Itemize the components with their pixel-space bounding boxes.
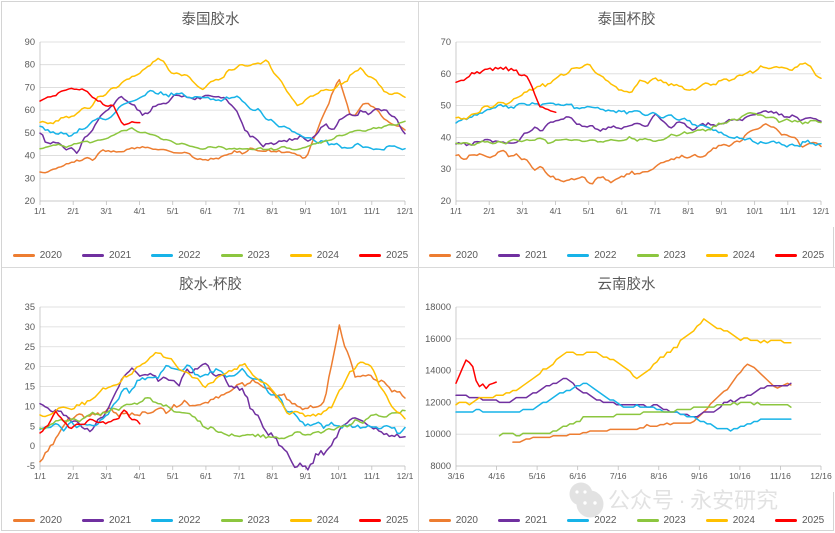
svg-text:胶水-杯胶: 胶水-杯胶 [179, 276, 242, 293]
svg-text:10/1: 10/1 [330, 471, 347, 481]
svg-text:1/1: 1/1 [34, 206, 46, 216]
svg-text:5/16: 5/16 [529, 471, 546, 481]
svg-text:60: 60 [25, 105, 35, 115]
svg-text:50: 50 [441, 101, 451, 111]
svg-text:-5: -5 [27, 461, 35, 471]
svg-text:9/1: 9/1 [299, 206, 311, 216]
svg-text:16000: 16000 [425, 334, 451, 344]
svg-text:11/1: 11/1 [780, 206, 796, 216]
svg-text:8/1: 8/1 [266, 471, 278, 481]
svg-text:1/1: 1/1 [450, 206, 462, 216]
svg-text:3/1: 3/1 [100, 206, 112, 216]
svg-text:40: 40 [25, 151, 35, 161]
svg-text:10/1: 10/1 [746, 206, 763, 216]
svg-text:14000: 14000 [425, 366, 451, 376]
svg-text:8/1: 8/1 [682, 206, 694, 216]
svg-text:12/1: 12/1 [397, 471, 414, 481]
svg-text:12/1: 12/1 [813, 206, 830, 216]
svg-text:10: 10 [25, 401, 35, 411]
svg-text:9/16: 9/16 [691, 471, 708, 481]
svg-text:7/1: 7/1 [233, 471, 245, 481]
svg-text:0: 0 [30, 441, 35, 451]
svg-text:35: 35 [25, 302, 35, 312]
svg-text:2/1: 2/1 [67, 471, 79, 481]
svg-text:4/16: 4/16 [488, 471, 505, 481]
svg-text:80: 80 [25, 60, 35, 70]
svg-text:6/1: 6/1 [616, 206, 628, 216]
svg-text:12/1: 12/1 [397, 206, 414, 216]
svg-text:9/1: 9/1 [715, 206, 727, 216]
svg-text:10000: 10000 [425, 429, 451, 439]
svg-text:3/1: 3/1 [100, 471, 112, 481]
svg-text:7/16: 7/16 [610, 471, 627, 481]
svg-text:10/1: 10/1 [330, 206, 347, 216]
svg-text:3/16: 3/16 [448, 471, 465, 481]
svg-text:11/16: 11/16 [770, 471, 791, 481]
svg-text:8/16: 8/16 [650, 471, 667, 481]
svg-text:30: 30 [25, 322, 35, 332]
svg-text:泰国胶水: 泰国胶水 [182, 11, 240, 28]
svg-text:8/1: 8/1 [266, 206, 278, 216]
svg-text:7/1: 7/1 [649, 206, 661, 216]
svg-text:8000: 8000 [430, 461, 451, 471]
svg-text:1/1: 1/1 [34, 471, 46, 481]
svg-text:60: 60 [441, 69, 451, 79]
svg-text:11/1: 11/1 [364, 471, 380, 481]
svg-text:30: 30 [441, 164, 451, 174]
svg-text:10/16: 10/16 [729, 471, 751, 481]
svg-text:5/1: 5/1 [167, 471, 179, 481]
svg-text:90: 90 [25, 37, 35, 47]
svg-text:12000: 12000 [425, 397, 451, 407]
svg-text:6/1: 6/1 [200, 206, 212, 216]
svg-text:12/16: 12/16 [810, 471, 832, 481]
svg-text:20: 20 [441, 196, 451, 206]
svg-text:40: 40 [441, 132, 451, 142]
svg-text:3/1: 3/1 [516, 206, 528, 216]
svg-text:20: 20 [25, 362, 35, 372]
svg-text:70: 70 [441, 37, 451, 47]
svg-text:20: 20 [25, 196, 35, 206]
svg-text:2/1: 2/1 [483, 206, 495, 216]
svg-text:云南胶水: 云南胶水 [598, 276, 656, 293]
svg-text:9/1: 9/1 [299, 471, 311, 481]
svg-text:5/1: 5/1 [583, 206, 595, 216]
svg-text:18000: 18000 [425, 302, 451, 312]
svg-text:11/1: 11/1 [364, 206, 380, 216]
svg-text:4/1: 4/1 [134, 471, 146, 481]
svg-text:5: 5 [30, 421, 35, 431]
svg-text:5/1: 5/1 [167, 206, 179, 216]
svg-text:25: 25 [25, 342, 35, 352]
svg-text:4/1: 4/1 [550, 206, 562, 216]
svg-text:15: 15 [25, 382, 35, 392]
svg-text:50: 50 [25, 128, 35, 138]
svg-text:泰国杯胶: 泰国杯胶 [598, 11, 656, 28]
svg-text:30: 30 [25, 173, 35, 183]
svg-text:4/1: 4/1 [134, 206, 146, 216]
svg-text:6/1: 6/1 [200, 471, 212, 481]
svg-text:7/1: 7/1 [233, 206, 245, 216]
svg-text:70: 70 [25, 82, 35, 92]
svg-text:2/1: 2/1 [67, 206, 79, 216]
svg-text:6/16: 6/16 [569, 471, 586, 481]
